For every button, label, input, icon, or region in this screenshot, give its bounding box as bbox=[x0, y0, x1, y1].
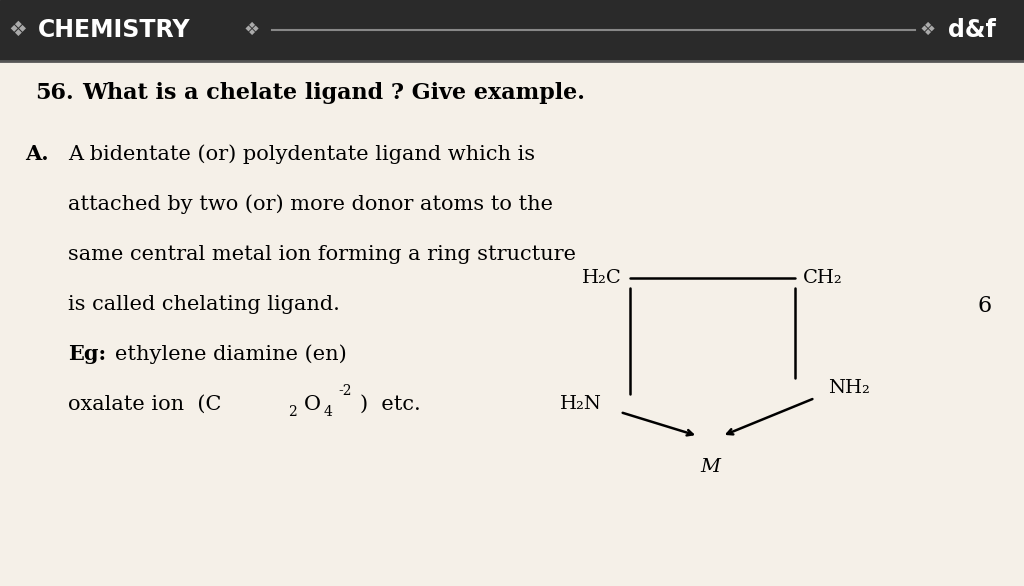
Text: M: M bbox=[700, 458, 720, 476]
Text: )  etc.: ) etc. bbox=[360, 394, 421, 414]
Text: 6: 6 bbox=[978, 295, 992, 317]
Text: is called chelating ligand.: is called chelating ligand. bbox=[68, 295, 340, 314]
Bar bbox=[0, 0, 1024, 60]
Text: d&f: d&f bbox=[948, 18, 996, 42]
Text: CHEMISTRY: CHEMISTRY bbox=[38, 18, 190, 42]
Text: Eg:: Eg: bbox=[68, 344, 106, 364]
Text: attached by two (or) more donor atoms to the: attached by two (or) more donor atoms to… bbox=[68, 194, 553, 214]
Text: A bidentate (or) polydentate ligand which is: A bidentate (or) polydentate ligand whic… bbox=[68, 144, 536, 164]
Text: ❖: ❖ bbox=[920, 21, 936, 39]
Text: ❖: ❖ bbox=[244, 21, 260, 39]
Text: 56.: 56. bbox=[35, 82, 74, 104]
Text: H₂N: H₂N bbox=[560, 395, 602, 413]
Text: ❖: ❖ bbox=[8, 20, 28, 40]
Text: NH₂: NH₂ bbox=[828, 379, 869, 397]
Text: O: O bbox=[304, 394, 321, 414]
Text: oxalate ion  (C: oxalate ion (C bbox=[68, 394, 221, 414]
Text: same central metal ion forming a ring structure: same central metal ion forming a ring st… bbox=[68, 244, 575, 264]
Text: 2: 2 bbox=[288, 405, 297, 419]
Text: ethylene diamine (en): ethylene diamine (en) bbox=[115, 344, 347, 364]
Text: A.: A. bbox=[25, 144, 48, 164]
Text: What is a chelate ligand ? Give example.: What is a chelate ligand ? Give example. bbox=[82, 82, 585, 104]
Text: CH₂: CH₂ bbox=[803, 269, 843, 287]
Text: 4: 4 bbox=[324, 405, 333, 419]
Text: -2: -2 bbox=[338, 384, 351, 398]
Text: H₂C: H₂C bbox=[583, 269, 622, 287]
